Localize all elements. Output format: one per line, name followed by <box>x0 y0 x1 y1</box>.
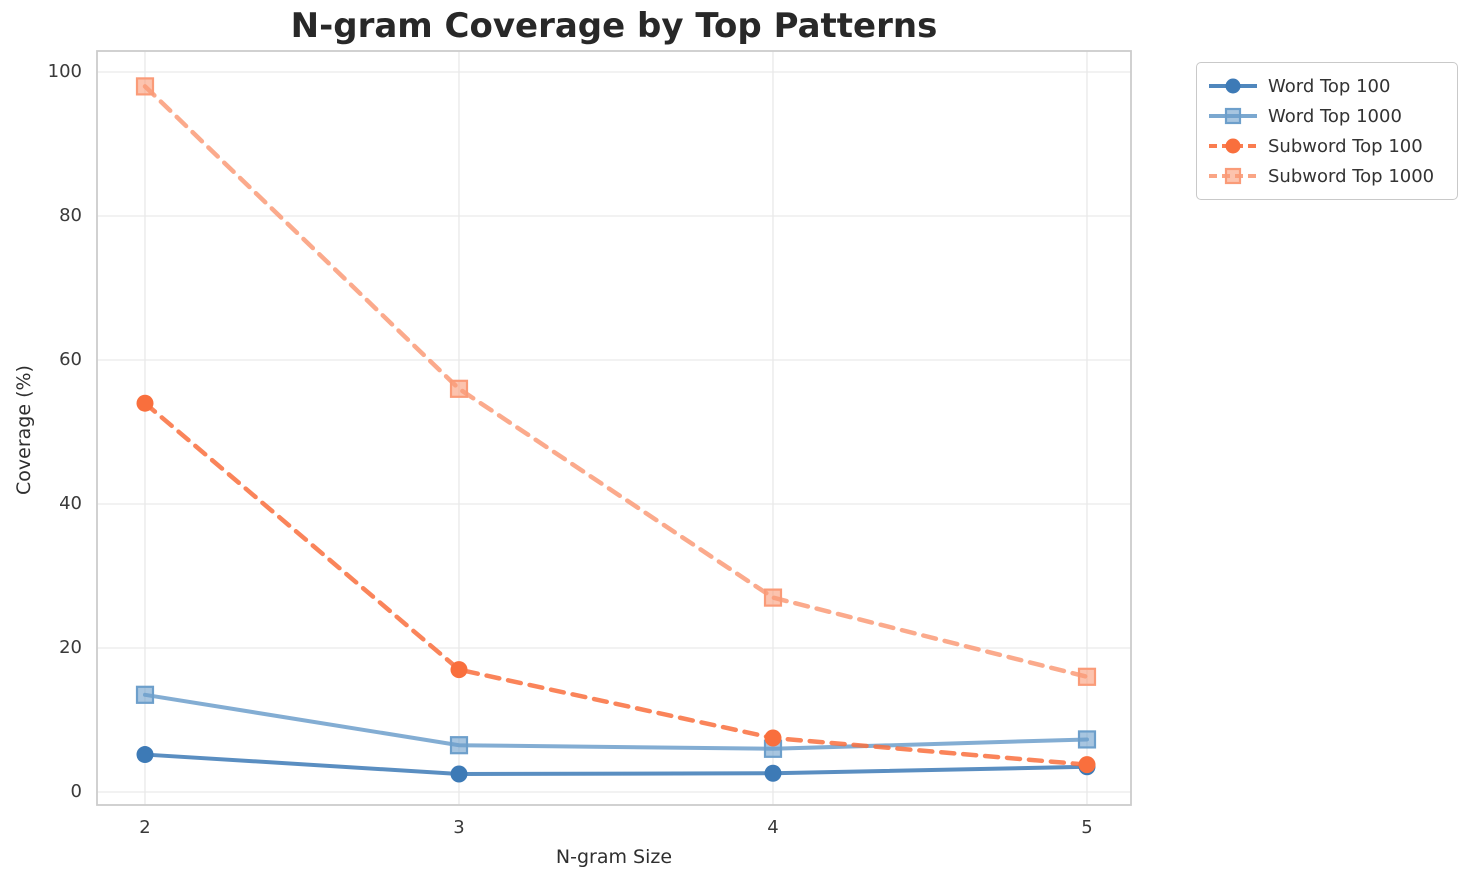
marker-subword-top-1000 <box>135 77 155 96</box>
chart-title: N-gram Coverage by Top Patterns <box>290 6 938 46</box>
series-line-subword-top-100 <box>142 400 1090 767</box>
marker-word-top-1000 <box>1224 107 1242 125</box>
legend-label: Subword Top 1000 <box>1268 165 1435 187</box>
x-tick-label: 4 <box>767 817 779 838</box>
y-tick-label: 80 <box>59 205 82 227</box>
marker-word-top-100 <box>450 765 468 783</box>
plot-border <box>96 50 1132 806</box>
legend-item-word-top-1000: Word Top 1000 <box>1207 101 1445 131</box>
series-line-word-top-1000 <box>143 692 1089 751</box>
marker-subword-top-100 <box>136 394 154 412</box>
legend-sample-solid-square-icon <box>1207 105 1259 127</box>
y-tick-label: 0 <box>70 781 82 803</box>
legend-item-subword-top-1000: Subword Top 1000 <box>1207 161 1445 191</box>
x-axis-label: N-gram Size <box>555 846 673 868</box>
marker-subword-top-1000 <box>449 379 469 398</box>
marker-subword-top-1000 <box>763 588 783 607</box>
series-line-word-top-100 <box>143 752 1089 777</box>
x-tick-label: 5 <box>1081 817 1093 838</box>
legend-item-subword-top-100: Subword Top 100 <box>1207 131 1445 161</box>
legend-item-word-top-100: Word Top 100 <box>1207 71 1445 101</box>
marker-word-top-1000 <box>1077 730 1097 749</box>
legend-sample-solid-circle-icon <box>1207 75 1259 97</box>
marker-subword-top-100 <box>1078 756 1096 774</box>
series-line-subword-top-1000 <box>142 84 1090 680</box>
marker-subword-top-100 <box>1225 138 1241 154</box>
legend-label: Word Top 100 <box>1268 75 1391 97</box>
marker-word-top-1000 <box>135 685 155 704</box>
y-tick-label: 100 <box>47 61 82 83</box>
legend-sample-dashed-circle-icon <box>1207 135 1259 157</box>
x-tick-label: 2 <box>139 817 151 838</box>
legend-label: Subword Top 100 <box>1268 135 1423 157</box>
y-tick-label: 40 <box>59 493 82 515</box>
x-tick-label: 3 <box>453 817 465 838</box>
marker-word-top-100 <box>136 746 154 764</box>
legend: Word Top 100 Word Top 1000 Subword Top 100… <box>1196 62 1458 200</box>
marker-word-top-100 <box>764 764 782 782</box>
y-axis-label: Coverage (%) <box>13 365 35 495</box>
y-tick-label: 60 <box>59 349 82 371</box>
marker-word-top-1000 <box>449 736 469 755</box>
marker-subword-top-1000 <box>1077 667 1097 686</box>
marker-subword-top-100 <box>764 729 782 747</box>
marker-subword-top-100 <box>450 661 468 679</box>
y-tick-label: 20 <box>59 637 82 659</box>
legend-sample-dashed-square-icon <box>1207 165 1259 187</box>
legend-label: Word Top 1000 <box>1268 105 1402 127</box>
marker-word-top-100 <box>1225 78 1241 94</box>
marker-subword-top-1000 <box>1224 167 1242 185</box>
